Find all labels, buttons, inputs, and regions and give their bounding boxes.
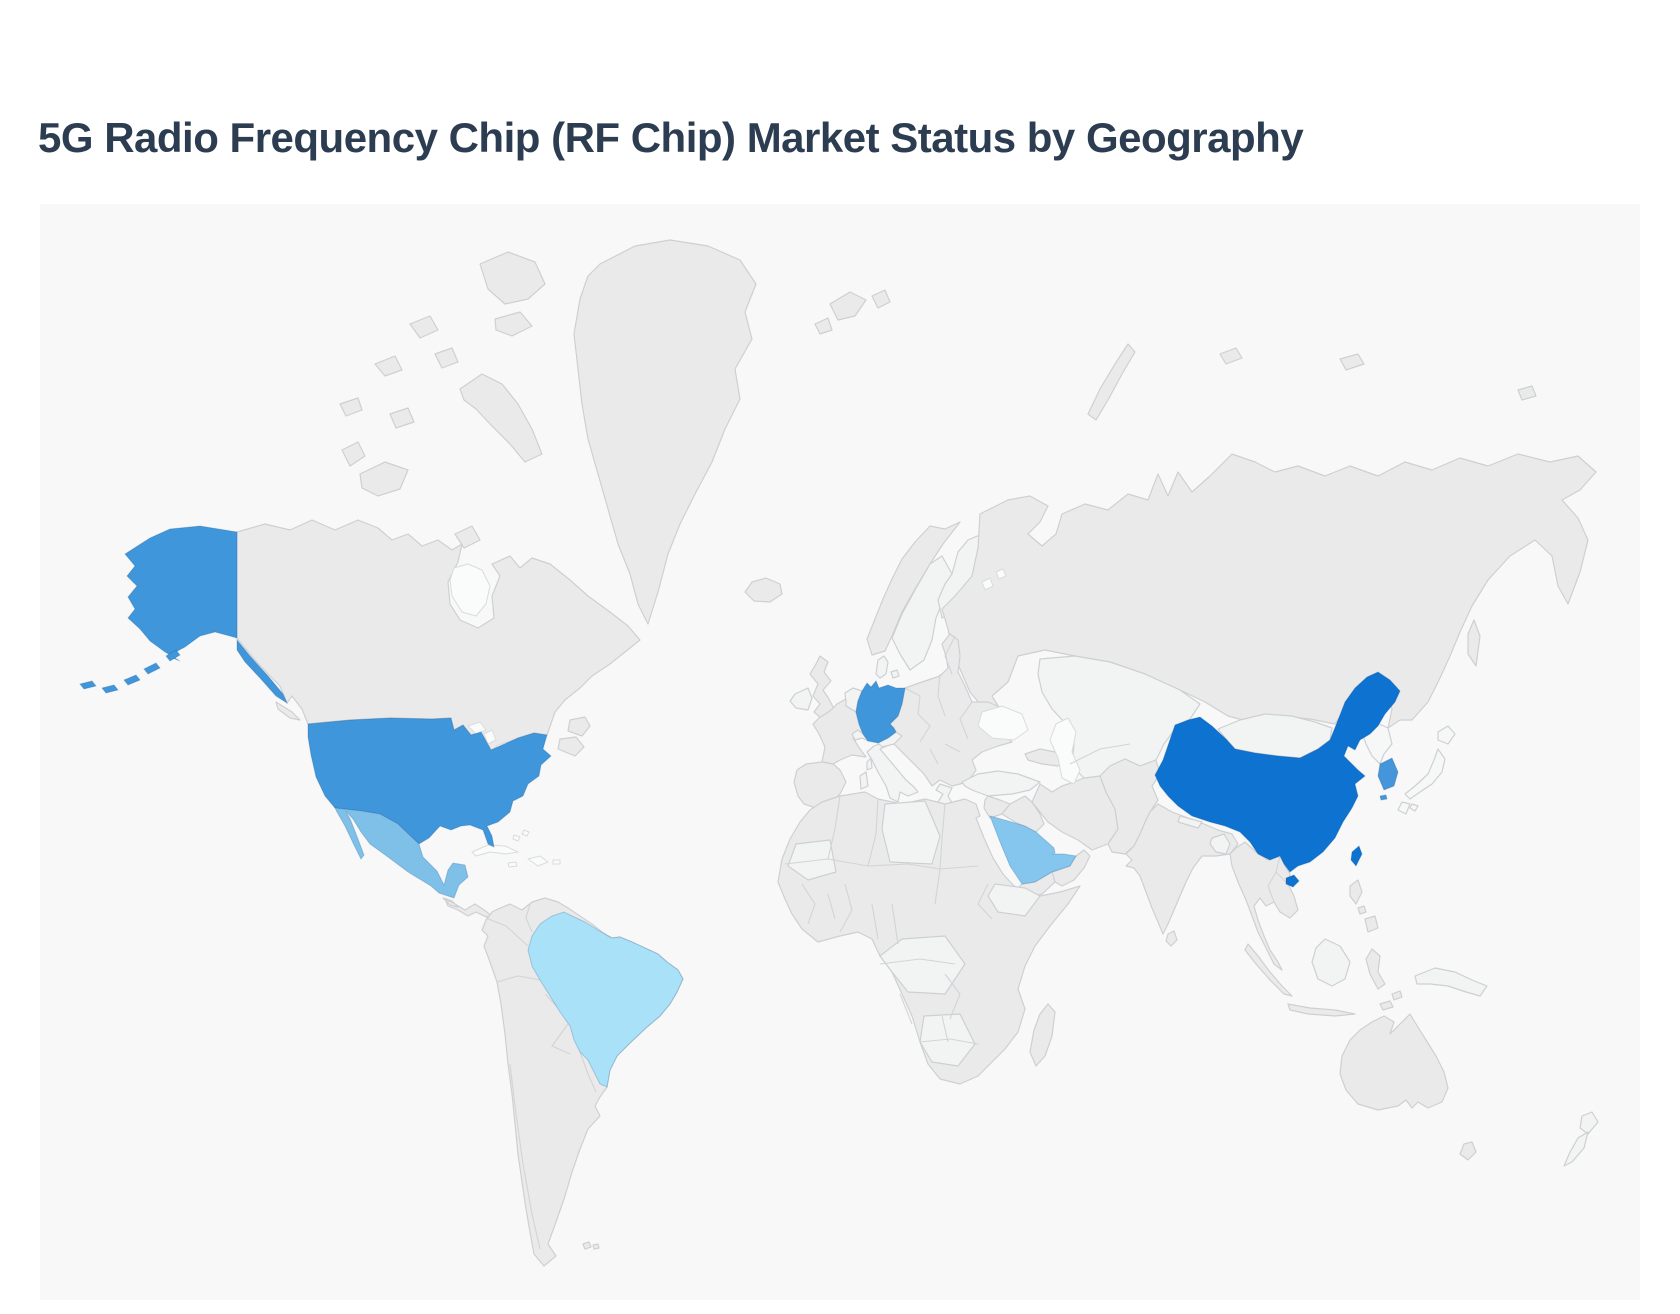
- black-sea: [977, 705, 1029, 741]
- island-falklands: [582, 1241, 600, 1250]
- country-germany[interactable]: [855, 680, 906, 744]
- country-ireland[interactable]: [789, 687, 813, 711]
- landmass-canada[interactable]: [236, 519, 641, 751]
- country-south-korea-jeju: [1379, 794, 1388, 801]
- country-nepal: [1177, 815, 1203, 829]
- country-saudi-arabia[interactable]: [989, 815, 1077, 885]
- world-map-panel: [40, 204, 1640, 1300]
- country-taiwan[interactable]: [1350, 845, 1363, 867]
- island-sri-lanka: [1165, 930, 1178, 947]
- island-tasmania: [1459, 1141, 1477, 1161]
- island-madagascar: [1029, 1003, 1056, 1067]
- country-france[interactable]: [812, 698, 867, 765]
- country-japan[interactable]: [1397, 725, 1456, 815]
- world-map: [79, 239, 1599, 1267]
- country-denmark: [875, 655, 900, 679]
- island-sulawesi: [1365, 948, 1403, 1011]
- region-eastern-europe: [889, 633, 1016, 787]
- country-usa-alaska-panhandle[interactable]: [236, 638, 289, 705]
- island-sakhalin: [1087, 343, 1537, 667]
- country-mexico[interactable]: [334, 807, 469, 899]
- country-usa-alaska[interactable]: [124, 525, 238, 662]
- country-iraq[interactable]: [1001, 795, 1045, 833]
- landmass-greenland[interactable]: [573, 239, 757, 625]
- country-new-zealand[interactable]: [1563, 1111, 1599, 1167]
- island-philippines: [1349, 879, 1379, 933]
- island-iceland: [744, 289, 891, 603]
- country-borders: [485, 635, 1289, 1250]
- arctic-islands: [339, 251, 546, 549]
- page-title: 5G Radio Frequency Chip (RF Chip) Market…: [38, 114, 1304, 162]
- country-brazil[interactable]: [527, 911, 684, 1088]
- island-new-guinea: [1414, 967, 1488, 997]
- island-borneo: [1311, 938, 1351, 987]
- region-africa-light-countries: [787, 800, 1041, 1067]
- island-newfoundland: [275, 701, 591, 757]
- country-india[interactable]: [1125, 803, 1239, 935]
- country-china[interactable]: [1154, 671, 1401, 873]
- highlighted-countries-group: [79, 525, 1401, 1088]
- landmass-russia[interactable]: [941, 453, 1597, 729]
- lake-ladoga: [981, 568, 1007, 591]
- country-south-korea[interactable]: [1377, 757, 1399, 791]
- country-turkey[interactable]: [961, 770, 1041, 797]
- country-bangladesh: [1209, 833, 1231, 855]
- country-australia[interactable]: [1339, 1013, 1449, 1111]
- country-china-hainan[interactable]: [1285, 874, 1300, 888]
- base-land-group: [236, 239, 1599, 1267]
- country-usa-aleutians: [79, 649, 181, 694]
- island-caribbean: [471, 829, 561, 868]
- region-levant: [983, 795, 1011, 819]
- island-sumatra-java: [1244, 943, 1356, 1017]
- caspian-sea: [1049, 717, 1081, 785]
- hudson-bay: [449, 563, 491, 617]
